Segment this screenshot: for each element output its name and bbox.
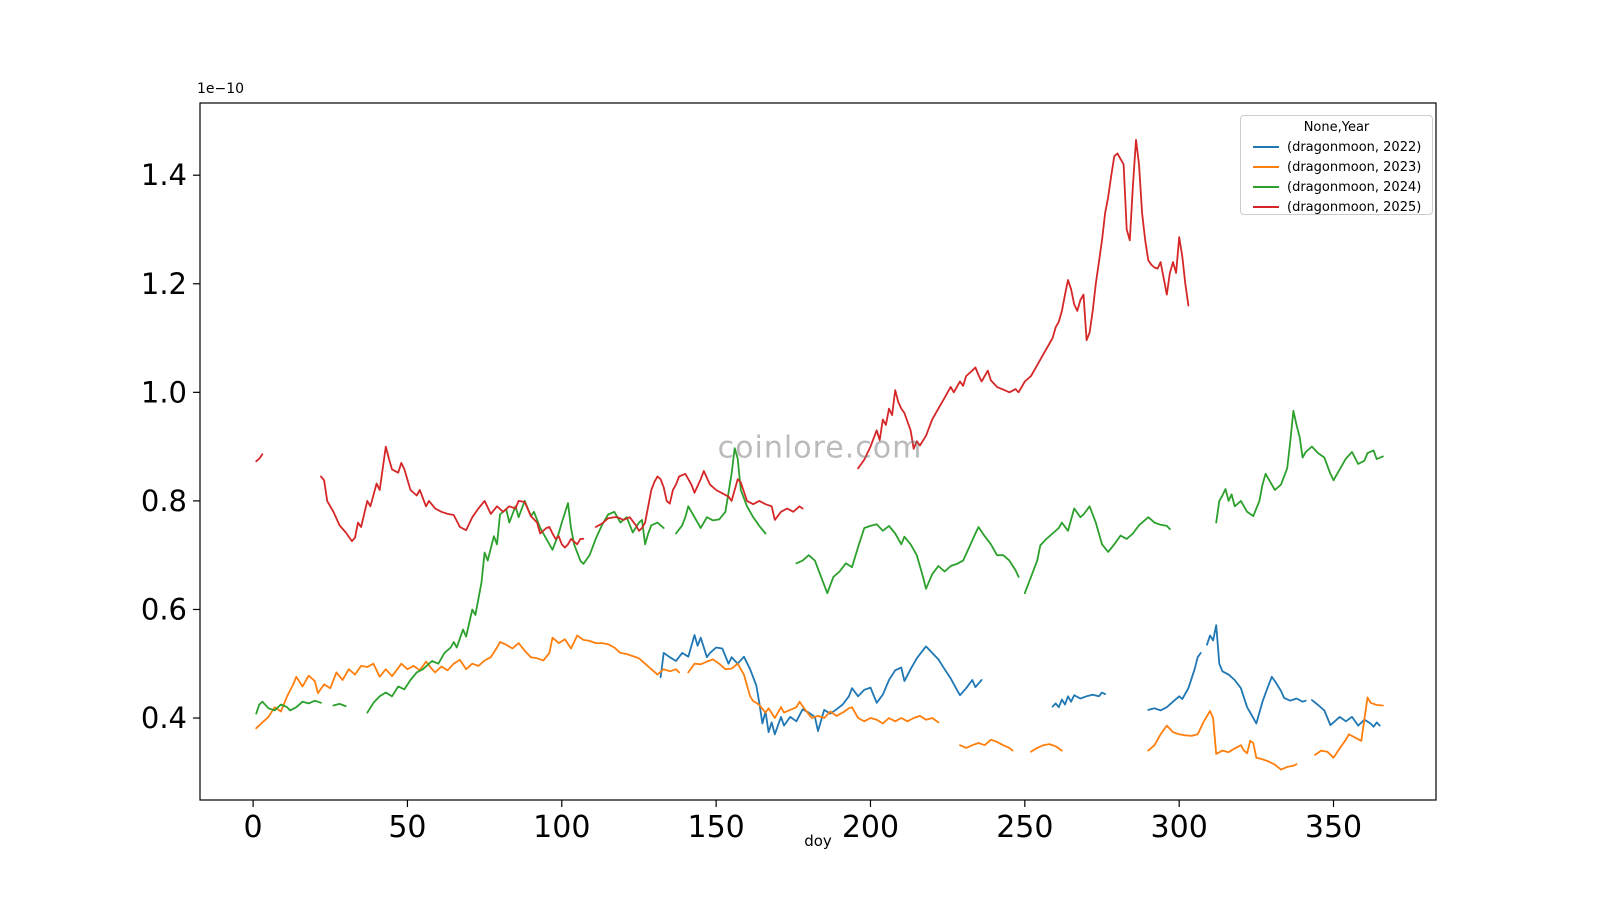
- watermark: coinlore.com: [717, 430, 923, 466]
- series-line-2022: [1051, 691, 1106, 709]
- y-tick-label-0.8: 0.8: [141, 484, 187, 518]
- series-line-2024: [675, 447, 767, 535]
- legend-line-sample-2024: [1253, 186, 1279, 188]
- legend-item-2022: (dragonmoon, 2022): [1241, 137, 1432, 157]
- y-tick-label-0.4: 0.4: [141, 701, 187, 735]
- x-tick-label-350: 350: [1305, 810, 1362, 845]
- series-line-2025: [594, 470, 804, 532]
- legend-items: (dragonmoon, 2022) (dragonmoon, 2023) (dra…: [1241, 137, 1432, 217]
- series-line-2023: [255, 634, 680, 730]
- series-line-2023: [687, 658, 940, 725]
- x-tick-label-0: 0: [244, 810, 263, 845]
- y-tick-label-1.4: 1.4: [141, 158, 187, 192]
- series-line-2024: [1023, 505, 1171, 595]
- y-axis-offset-label: 1e−10: [197, 81, 245, 97]
- x-tick-label-300: 300: [1151, 810, 1208, 845]
- x-tick-label-250: 250: [996, 810, 1053, 845]
- legend-line-sample-2023: [1253, 166, 1279, 168]
- series-line-2022: [1147, 652, 1202, 712]
- series-line-2024: [366, 499, 665, 714]
- y-tick-label-0.6: 0.6: [141, 592, 187, 626]
- legend-item-2023: (dragonmoon, 2023): [1241, 157, 1432, 177]
- legend-item-label-2022: (dragonmoon, 2022): [1287, 139, 1422, 155]
- series-line-2022: [1311, 699, 1381, 728]
- series-line-2025: [320, 445, 585, 549]
- y-tick-label-1: 1.0: [141, 375, 187, 409]
- legend-line-sample-2022: [1253, 146, 1279, 148]
- x-tick-label-200: 200: [842, 810, 899, 845]
- series-line-2022: [659, 634, 983, 736]
- series-line-2024: [795, 523, 1020, 595]
- x-tick-label-150: 150: [687, 810, 744, 845]
- x-tick-label-50: 50: [388, 810, 426, 845]
- series-line-2023: [1314, 696, 1384, 759]
- x-tick-label-100: 100: [533, 810, 590, 845]
- legend-title: None,Year: [1303, 120, 1370, 135]
- series-line-2022: [1206, 624, 1307, 725]
- series-line-2024: [1215, 409, 1384, 524]
- x-axis-label: doy: [804, 832, 832, 850]
- series-line-2024: [255, 699, 322, 715]
- legend-item-2025: (dragonmoon, 2025): [1241, 197, 1432, 217]
- legend-item-2024: (dragonmoon, 2024): [1241, 177, 1432, 197]
- legend-item-label-2025: (dragonmoon, 2025): [1287, 199, 1422, 215]
- axes-frame: [199, 102, 1437, 801]
- legend-item-label-2023: (dragonmoon, 2023): [1287, 159, 1422, 175]
- series-line-2023: [1030, 743, 1063, 753]
- series-line-2023: [1147, 710, 1298, 771]
- legend-item-label-2024: (dragonmoon, 2024): [1287, 179, 1422, 195]
- y-tick-label-1.2: 1.2: [141, 267, 187, 301]
- series-line-2023: [959, 738, 1014, 752]
- series-line-2025: [255, 453, 264, 463]
- series-line-2024: [332, 703, 347, 707]
- legend: None,Year (dragonmoon, 2022) (dragonmoon,…: [1240, 115, 1433, 215]
- series-line-2025: [857, 138, 1190, 470]
- legend-line-sample-2025: [1253, 206, 1279, 208]
